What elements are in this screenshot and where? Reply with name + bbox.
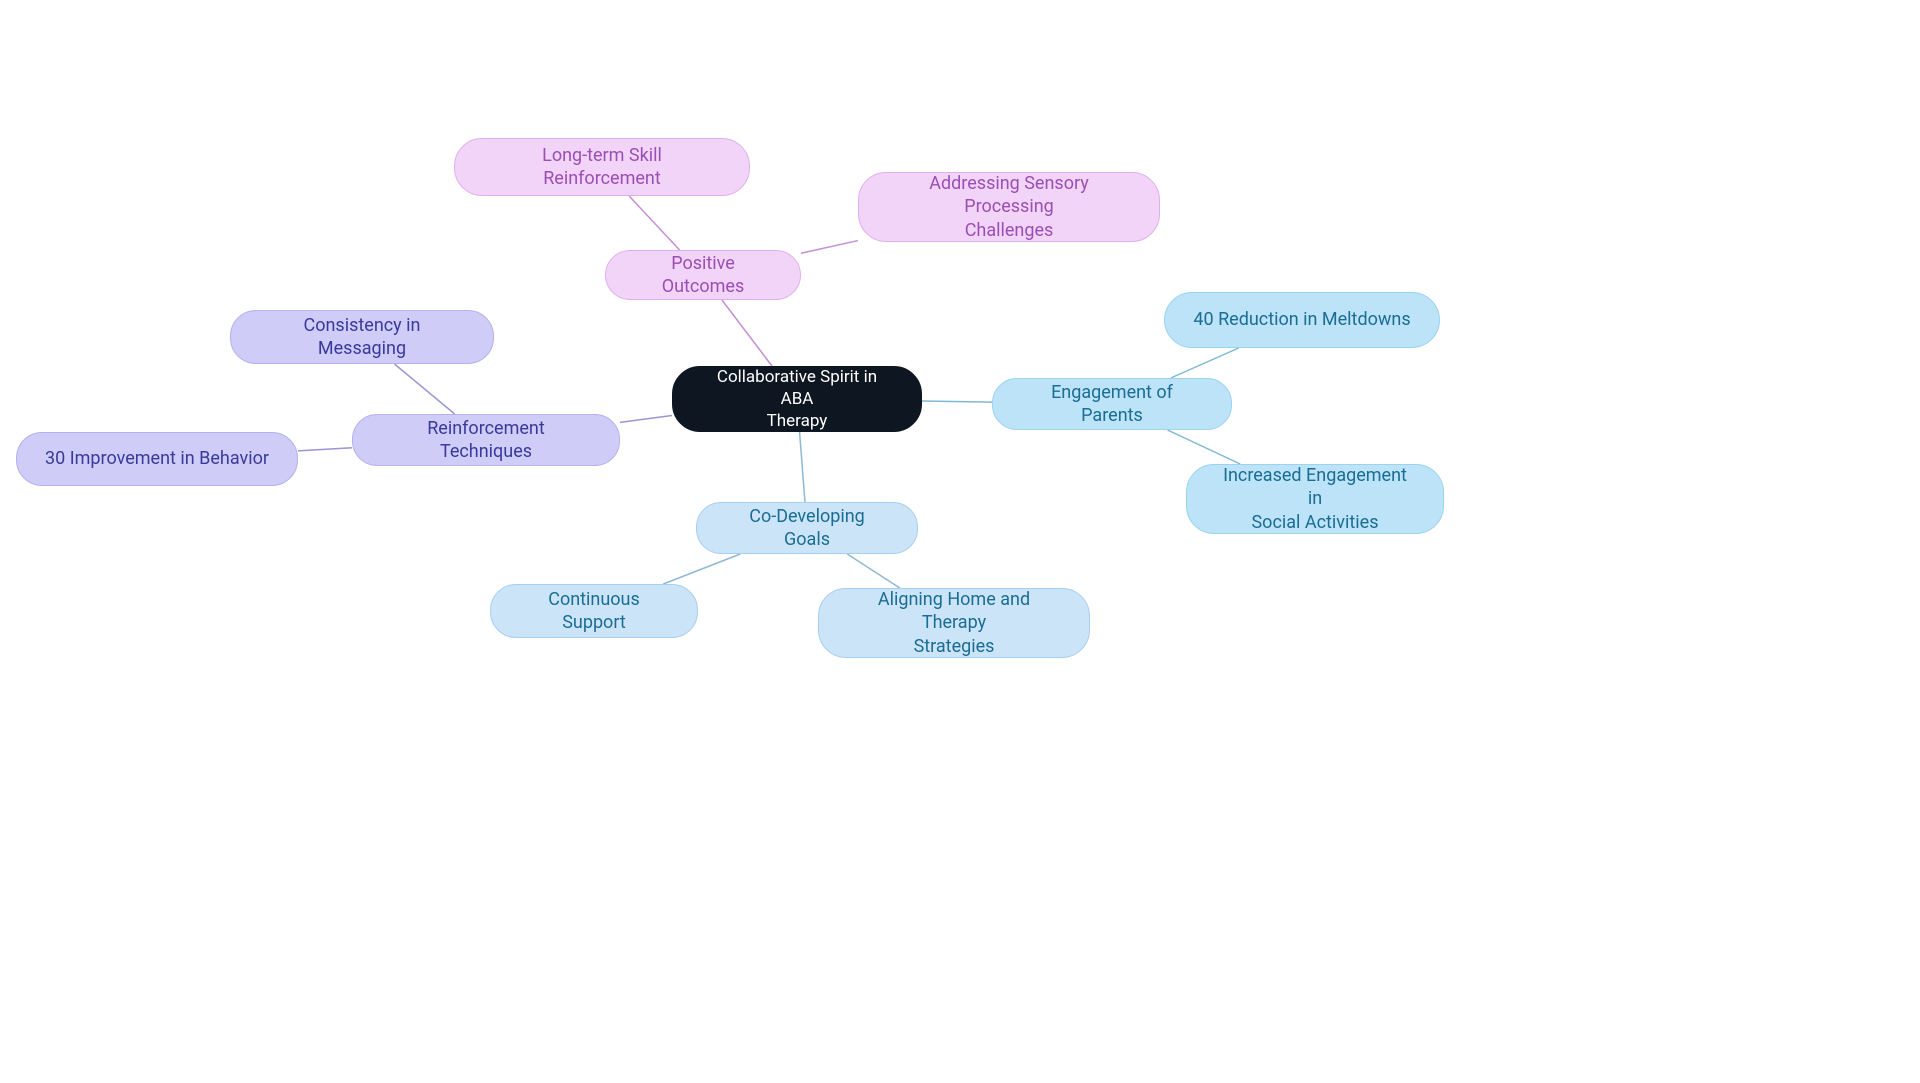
mindmap-node-consistency: Consistency in Messaging: [230, 310, 494, 364]
mindmap-node-sensory: Addressing Sensory Processing Challenges: [858, 172, 1160, 242]
edge: [922, 401, 992, 402]
mindmap-node-positive: Positive Outcomes: [605, 250, 801, 300]
mindmap-node-codevelop: Co-Developing Goals: [696, 502, 918, 554]
edge: [1168, 430, 1241, 464]
mindmap-node-increased: Increased Engagement in Social Activitie…: [1186, 464, 1444, 534]
edge: [1171, 348, 1239, 378]
edge: [663, 554, 740, 584]
edge: [298, 448, 352, 451]
mindmap-node-engagement: Engagement of Parents: [992, 378, 1232, 430]
edge: [722, 300, 772, 366]
mindmap-node-root: Collaborative Spirit in ABA Therapy: [672, 366, 922, 432]
mindmap-node-longterm: Long-term Skill Reinforcement: [454, 138, 750, 196]
mindmap-node-continuous: Continuous Support: [490, 584, 698, 638]
edge: [629, 196, 680, 250]
edge-layer: [0, 0, 1920, 1083]
edge: [395, 364, 455, 414]
mindmap-node-improvement: 30 Improvement in Behavior: [16, 432, 298, 486]
mindmap-node-aligning: Aligning Home and Therapy Strategies: [818, 588, 1090, 658]
mindmap-node-reinforce: Reinforcement Techniques: [352, 414, 620, 466]
edge: [800, 432, 805, 502]
edge: [847, 554, 900, 588]
edge: [620, 415, 672, 422]
edge: [801, 241, 858, 254]
mindmap-node-reduction: 40 Reduction in Meltdowns: [1164, 292, 1440, 348]
